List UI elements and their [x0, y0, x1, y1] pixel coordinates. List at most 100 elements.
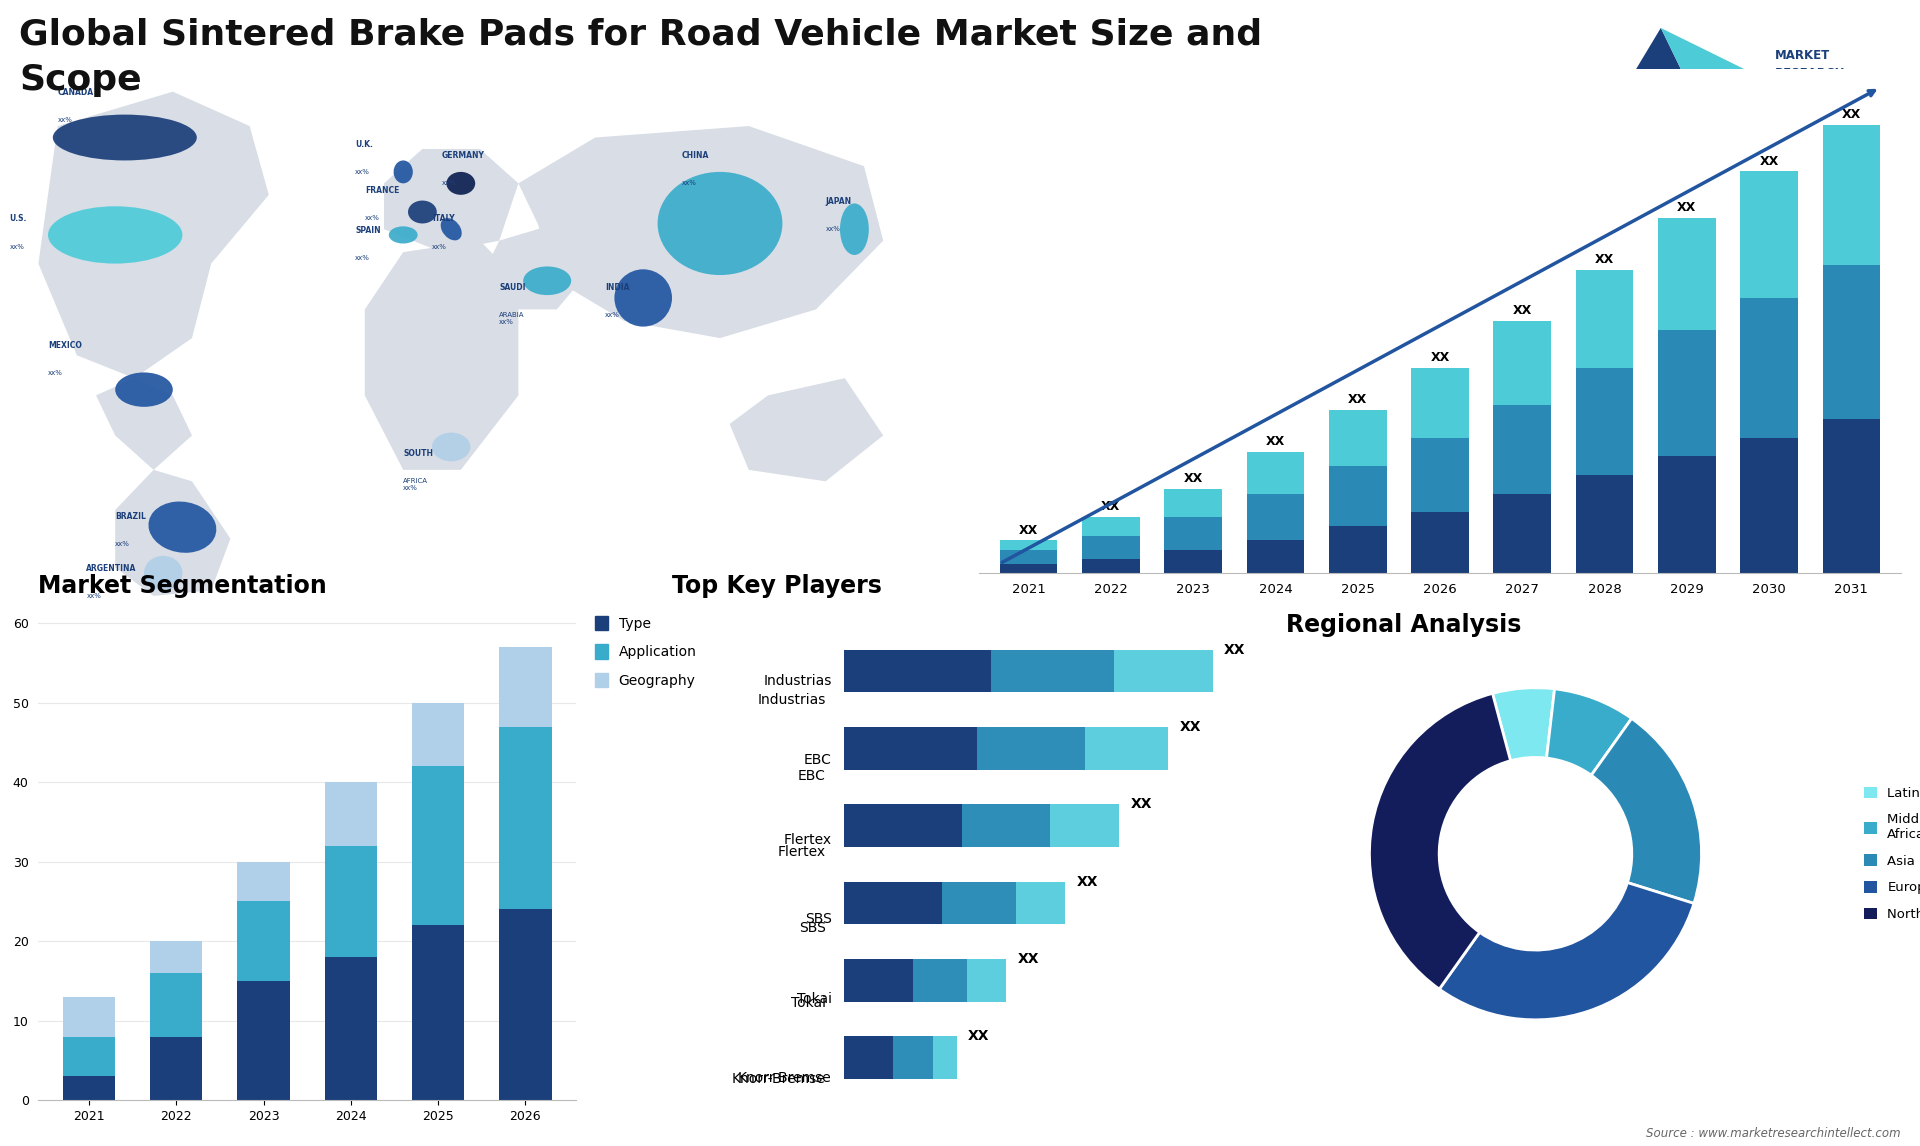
Bar [1000, 564, 1058, 573]
Bar [1494, 494, 1551, 573]
Wedge shape [1592, 719, 1701, 903]
Ellipse shape [442, 218, 461, 241]
Ellipse shape [115, 372, 173, 407]
Text: XX: XX [1183, 472, 1202, 485]
Bar [1576, 474, 1634, 573]
Bar [1659, 218, 1716, 330]
Polygon shape [480, 223, 595, 309]
Text: xx%: xx% [86, 594, 102, 599]
Legend: Latin America, Middle East &
Africa, Asia Pacific, Europe, North America: Latin America, Middle East & Africa, Asi… [1859, 782, 1920, 926]
Wedge shape [1492, 688, 1555, 761]
Text: xx%: xx% [432, 244, 447, 250]
Bar [413, 767, 465, 925]
Ellipse shape [522, 266, 572, 296]
Text: Industrias: Industrias [764, 674, 831, 688]
Bar [150, 1037, 202, 1100]
Legend: Type, Application, Geography: Type, Application, Geography [593, 614, 699, 689]
Text: Top Key Players: Top Key Players [672, 574, 881, 598]
Ellipse shape [144, 556, 182, 590]
Polygon shape [115, 470, 230, 596]
Ellipse shape [388, 227, 417, 244]
Text: EBC: EBC [804, 753, 831, 768]
Polygon shape [1596, 28, 1713, 135]
Bar [1740, 172, 1797, 298]
Text: FRANCE: FRANCE [365, 186, 399, 195]
Polygon shape [384, 149, 518, 252]
Circle shape [1440, 758, 1632, 950]
Polygon shape [730, 378, 883, 481]
Wedge shape [1546, 689, 1632, 775]
Bar [238, 862, 290, 902]
Text: JAPAN: JAPAN [826, 197, 852, 206]
Text: Source : www.marketresearchintellect.com: Source : www.marketresearchintellect.com [1645, 1128, 1901, 1140]
Bar [1164, 517, 1221, 550]
Text: CHINA: CHINA [682, 151, 708, 160]
Ellipse shape [407, 201, 436, 223]
Bar [63, 1076, 115, 1100]
Bar [150, 941, 202, 973]
Bar [1329, 409, 1386, 465]
Text: Flertex: Flertex [778, 845, 826, 858]
Bar [1246, 540, 1304, 573]
Text: INDIA: INDIA [605, 283, 630, 292]
Text: Knorr-Bremse: Knorr-Bremse [737, 1072, 831, 1085]
Bar [1411, 512, 1469, 573]
Bar [1659, 330, 1716, 456]
Text: xx%: xx% [365, 215, 380, 221]
Polygon shape [38, 92, 269, 378]
Text: xx%: xx% [682, 181, 697, 187]
Bar [1083, 559, 1140, 573]
Bar [1083, 517, 1140, 535]
Bar [238, 902, 290, 981]
Ellipse shape [48, 206, 182, 264]
Text: MARKET
RESEARCH
INTELLECT: MARKET RESEARCH INTELLECT [1774, 49, 1845, 97]
Text: SBS: SBS [804, 912, 831, 926]
Text: CANADA: CANADA [58, 88, 94, 97]
Bar [324, 846, 376, 957]
Ellipse shape [841, 204, 868, 256]
Bar [1576, 368, 1634, 474]
Bar [1411, 438, 1469, 512]
Bar [324, 957, 376, 1100]
Bar [1822, 125, 1880, 265]
Text: xx%: xx% [58, 118, 73, 124]
Bar [1083, 535, 1140, 559]
Bar [1576, 269, 1634, 368]
Bar [1494, 321, 1551, 405]
Bar [1164, 550, 1221, 573]
Ellipse shape [614, 269, 672, 327]
Polygon shape [96, 378, 192, 470]
Bar [499, 910, 551, 1100]
Text: Regional Analysis: Regional Analysis [1286, 613, 1523, 637]
Text: xx%: xx% [355, 256, 371, 261]
Text: Scope: Scope [19, 63, 142, 97]
Text: XX: XX [1430, 351, 1450, 363]
Bar [150, 973, 202, 1037]
Bar [1411, 368, 1469, 438]
Text: Industrias: Industrias [756, 693, 826, 707]
Wedge shape [1369, 693, 1511, 989]
Ellipse shape [54, 115, 198, 160]
Bar [1164, 489, 1221, 517]
Bar [63, 1037, 115, 1076]
Text: xx%: xx% [115, 542, 131, 548]
Text: Knorr-Bremse: Knorr-Bremse [732, 1073, 826, 1086]
Text: Tokai: Tokai [797, 991, 831, 1006]
Bar [1329, 526, 1386, 573]
Bar [499, 727, 551, 910]
Text: XX: XX [1596, 253, 1615, 266]
Text: SOUTH: SOUTH [403, 449, 434, 458]
Text: xx%: xx% [605, 313, 620, 319]
Text: xx%: xx% [442, 181, 457, 187]
Text: AFRICA
xx%: AFRICA xx% [403, 479, 428, 492]
Text: SAUDI: SAUDI [499, 283, 526, 292]
Text: XX: XX [1759, 155, 1778, 167]
Text: SPAIN: SPAIN [355, 226, 380, 235]
Text: XX: XX [1348, 393, 1367, 406]
Text: xx%: xx% [355, 170, 371, 175]
Text: XX: XX [1020, 524, 1039, 536]
Bar [1659, 456, 1716, 573]
Bar [1822, 265, 1880, 419]
Bar [324, 783, 376, 846]
Text: EBC: EBC [797, 769, 826, 783]
